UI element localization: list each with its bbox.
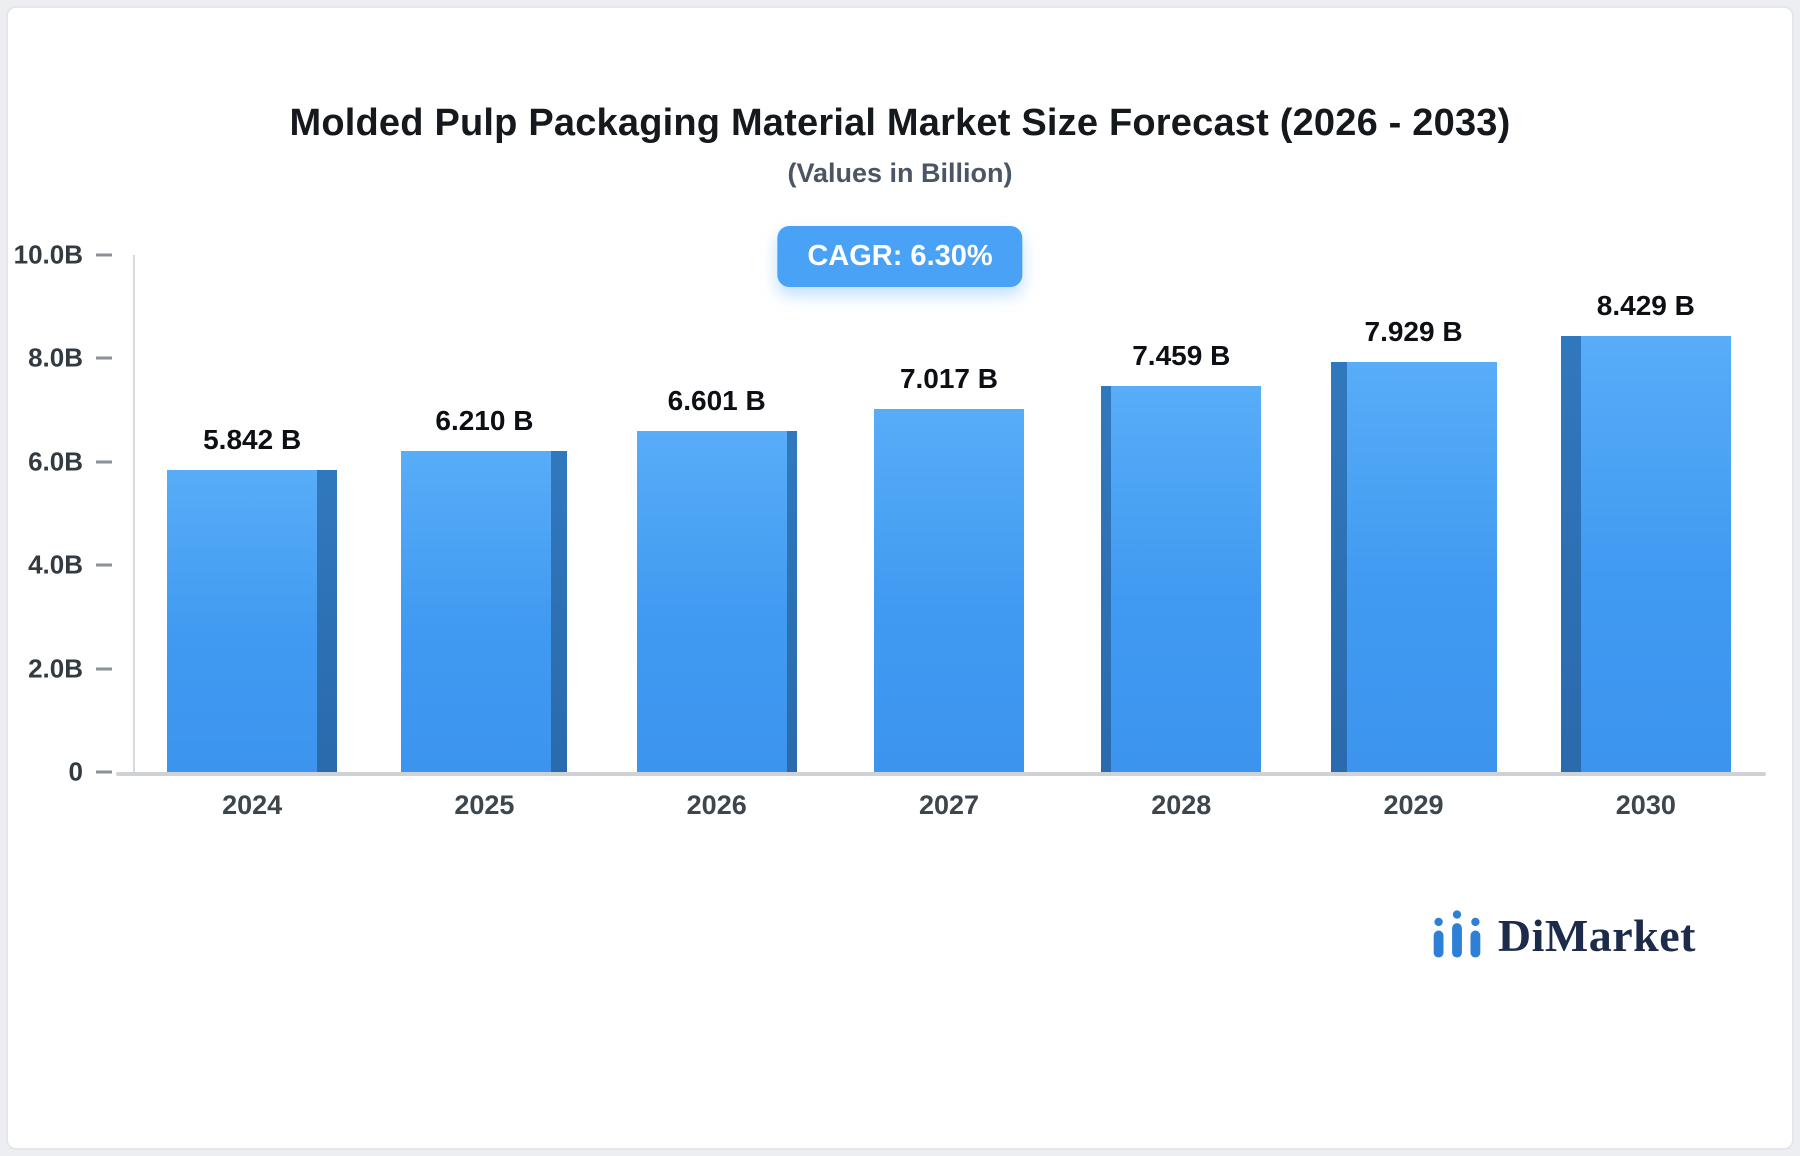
x-axis-label: 2025 <box>454 790 515 820</box>
bar-value-label: 6.210 B <box>435 404 534 436</box>
plot-area: 5.842 B 2024 6.210 B 2025 6.601 B 2026 7.017 B… <box>136 255 1762 820</box>
bar-slot-2028: 7.459 B 2028 <box>1065 255 1297 820</box>
bar-face <box>401 450 552 772</box>
x-axis-label: 2029 <box>1383 790 1444 820</box>
bar-2024 <box>167 469 338 772</box>
bar-face <box>873 409 1024 772</box>
y-axis-label: 8.0B <box>28 342 83 373</box>
x-axis-label: 2030 <box>1615 790 1676 820</box>
y-axis-tick <box>96 356 112 360</box>
bar-slot-2024: 5.842 B 2024 <box>136 255 368 820</box>
y-axis-label: 2.0B <box>28 653 83 684</box>
y-axis-tick <box>96 460 112 464</box>
y-axis-label: 0 <box>68 756 83 787</box>
chart-title: Molded Pulp Packaging Material Market Si… <box>289 102 1511 144</box>
x-axis-label: 2024 <box>222 790 283 820</box>
x-axis-label: 2026 <box>686 790 747 820</box>
cagr-badge: CAGR: 6.30% <box>777 226 1023 287</box>
y-axis-tick <box>96 667 112 671</box>
bar-slot-2029: 7.929 B 2029 <box>1297 255 1529 820</box>
bar-value-label: 6.601 B <box>667 384 766 416</box>
x-axis-line <box>116 772 1766 776</box>
bar-3d-side <box>317 469 338 772</box>
bar-3d-side <box>786 430 797 772</box>
y-axis-label: 6.0B <box>28 446 83 477</box>
y-axis-label: 10.0B <box>13 239 83 270</box>
y-axis-label: 4.0B <box>28 549 83 580</box>
y-axis-tick <box>96 563 112 567</box>
x-axis-label: 2028 <box>1151 790 1212 820</box>
bar-face <box>167 469 318 772</box>
bar-value-label: 5.842 B <box>203 423 302 455</box>
bar-value-label: 7.459 B <box>1132 340 1231 372</box>
brand-logo: DiMarket <box>1430 908 1696 963</box>
bar-slot-2026: 6.601 B 2026 <box>601 255 833 820</box>
bar-chart-logo-icon <box>1430 908 1484 963</box>
bar-2026 <box>636 430 797 772</box>
bar-3d-side <box>551 450 568 772</box>
bar-value-label: 7.929 B <box>1364 316 1463 348</box>
y-axis-line <box>133 255 135 774</box>
bar-2025 <box>401 450 568 772</box>
y-axis-tick <box>96 253 112 257</box>
bar-value-label: 8.429 B <box>1596 290 1695 322</box>
bar-slot-2025: 6.210 B 2025 <box>368 255 600 820</box>
y-axis: 10.0B 8.0B 6.0B 4.0B 2.0B 0 <box>8 240 133 787</box>
bar-2027 <box>873 409 1024 772</box>
bar-2030 <box>1560 336 1731 772</box>
bar-2028 <box>1101 386 1262 772</box>
chart-subtitle: (Values in Billion) <box>787 158 1013 188</box>
bar-face <box>1346 362 1497 772</box>
bar-face <box>1111 386 1262 772</box>
bar-3d-side <box>1101 386 1112 772</box>
bar-3d-side <box>1560 336 1581 772</box>
chart-card: Molded Pulp Packaging Material Market Si… <box>6 6 1794 1150</box>
y-axis-tick <box>96 770 112 774</box>
bar-value-label: 7.017 B <box>899 363 999 395</box>
x-axis-label: 2027 <box>918 790 980 820</box>
bar-2029 <box>1330 362 1497 772</box>
bar-face <box>636 430 787 772</box>
bar-slot-2030: 8.429 B 2030 <box>1530 255 1762 820</box>
brand-logo-text: DiMarket <box>1497 910 1696 961</box>
bar-3d-side <box>1330 362 1347 772</box>
bar-face <box>1580 336 1731 772</box>
bar-slot-2027: 7.017 B 2027 <box>833 255 1065 820</box>
